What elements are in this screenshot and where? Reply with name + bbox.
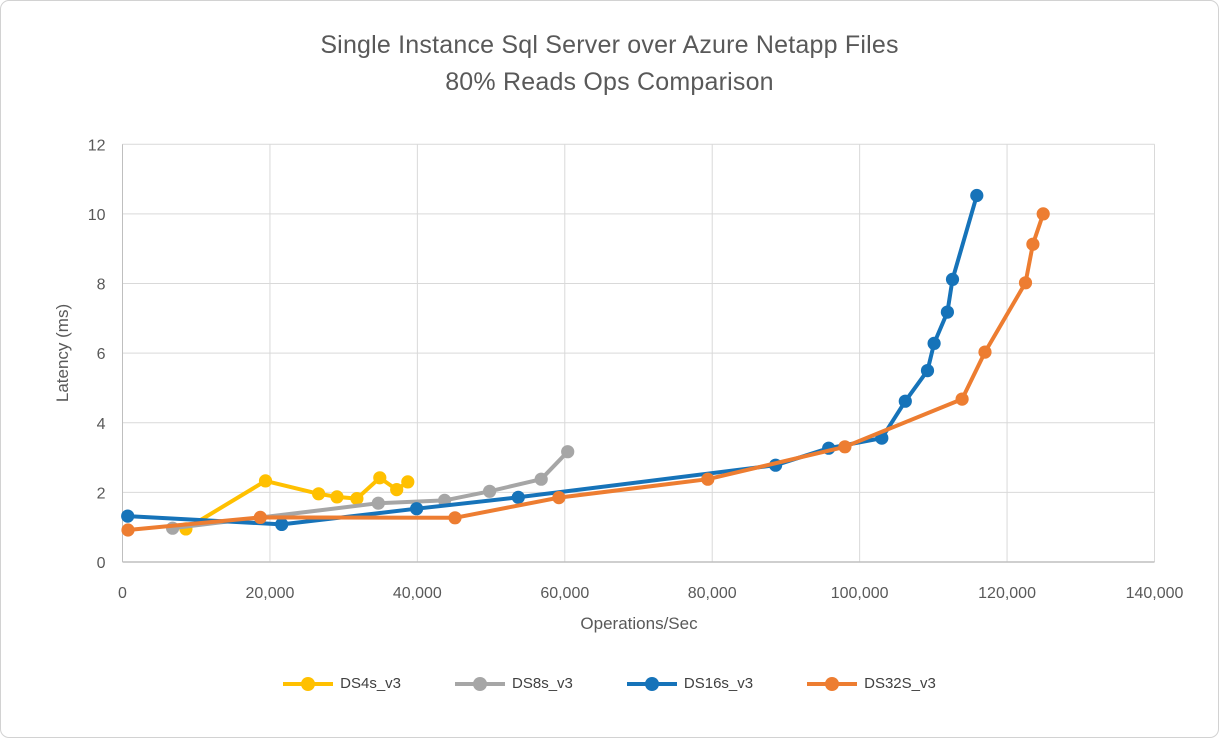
y-tick-label: 0: [97, 555, 106, 572]
data-point-DS16s_v3: [275, 517, 289, 532]
chart-title-line2: 80% Reads Ops Comparison: [445, 68, 774, 96]
data-point-DS16s_v3: [945, 272, 960, 286]
x-tick-label: 20,000: [245, 585, 294, 602]
data-point-DS32S_v3: [448, 511, 462, 525]
legend-marker-icon: [807, 676, 858, 691]
data-point-DS32S_v3: [253, 510, 267, 524]
x-tick-label: 140,000: [1126, 585, 1184, 602]
data-point-DS32S_v3: [1026, 237, 1040, 251]
legend-label: DS32S_v3: [864, 675, 936, 692]
data-point-DS32S_v3: [121, 523, 135, 537]
chart-title: Single Instance Sql Server over Azure Ne…: [1, 27, 1218, 101]
data-point-DS4s_v3: [312, 487, 326, 501]
data-point-DS32S_v3: [955, 392, 969, 406]
legend-marker-icon: [626, 676, 677, 691]
legend-item-DS32S_v3: DS32S_v3: [807, 675, 936, 692]
data-point-DS16s_v3: [920, 364, 935, 378]
x-tick-label: 80,000: [688, 585, 737, 602]
series-line-DS16s_v3: [125, 193, 979, 527]
data-point-DS32S_v3: [838, 440, 852, 454]
data-point-DS8s_v3: [371, 496, 385, 510]
data-point-DS16s_v3: [970, 188, 984, 203]
legend-item-DS16s_v3: DS16s_v3: [626, 675, 754, 692]
legend-label: DS16s_v3: [683, 675, 754, 692]
y-tick-label: 8: [97, 277, 106, 294]
data-point-DS16s_v3: [927, 336, 941, 350]
data-point-DS4s_v3: [258, 474, 273, 488]
legend-dot-sample: [825, 676, 840, 691]
x-tick-label: 40,000: [393, 585, 442, 602]
data-point-DS32S_v3: [1018, 276, 1033, 290]
legend-dot-sample: [301, 676, 316, 691]
x-tick-label: 0: [118, 585, 127, 602]
legend-dot-sample: [644, 676, 659, 691]
y-tick-label: 4: [97, 416, 106, 433]
data-point-DS8s_v3: [534, 472, 548, 486]
chart-title-line1: Single Instance Sql Server over Azure Ne…: [320, 31, 899, 59]
data-point-DS16s_v3: [511, 490, 525, 504]
data-point-DS32S_v3: [978, 345, 992, 359]
data-point-DS32S_v3: [552, 491, 566, 505]
data-point-DS4s_v3: [350, 492, 364, 506]
data-point-DS4s_v3: [401, 475, 415, 489]
y-tick-label: 2: [97, 485, 106, 502]
legend-marker-icon: [283, 676, 334, 691]
x-tick-label: 100,000: [831, 585, 889, 602]
legend-item-DS4s_v3: DS4s_v3: [283, 675, 401, 692]
data-point-DS16s_v3: [121, 509, 135, 523]
data-point-DS32S_v3: [701, 472, 715, 486]
data-point-DS8s_v3: [483, 484, 497, 498]
data-point-DS4s_v3: [330, 490, 344, 504]
legend-item-DS8s_v3: DS8s_v3: [455, 675, 573, 692]
x-axis-title: Operations/Sec: [580, 614, 698, 633]
legend-label: DS4s_v3: [340, 675, 402, 692]
legend-marker-icon: [455, 676, 506, 691]
data-point-DS16s_v3: [410, 502, 424, 516]
y-tick-label: 12: [88, 137, 106, 154]
data-point-DS4s_v3: [373, 471, 387, 485]
legend-dot-sample: [473, 676, 488, 691]
legend-label: DS8s_v3: [512, 675, 573, 692]
data-point-DS4s_v3: [390, 483, 404, 497]
data-point-DS16s_v3: [898, 394, 912, 408]
data-point-DS8s_v3: [561, 445, 575, 459]
data-point-DS16s_v3: [940, 305, 955, 319]
x-tick-label: 120,000: [978, 585, 1036, 602]
y-axis-title: Latency (ms): [53, 303, 72, 403]
data-point-DS32S_v3: [1036, 207, 1050, 221]
legend: DS4s_v3 DS8s_v3 DS16s_v3 DS32S_v3: [1, 675, 1218, 692]
x-tick-label: 60,000: [540, 585, 589, 602]
y-tick-label: 10: [88, 207, 106, 224]
y-tick-label: 6: [97, 346, 106, 363]
